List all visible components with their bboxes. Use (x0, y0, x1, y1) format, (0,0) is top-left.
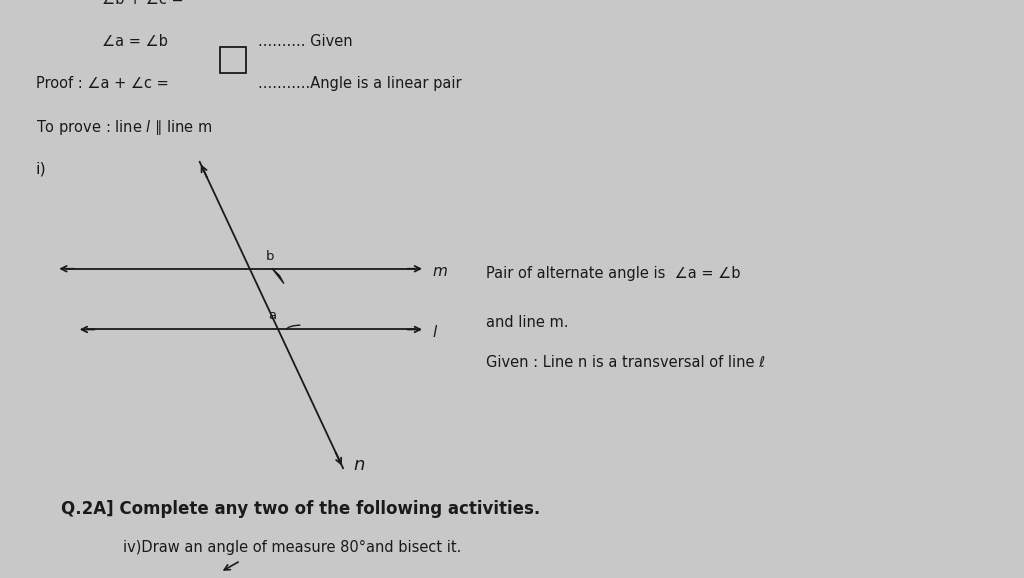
Text: To prove : line $\it{l}$ ∥ line m: To prove : line $\it{l}$ ∥ line m (36, 118, 212, 138)
Text: $\it{l}$: $\it{l}$ (432, 324, 438, 340)
Bar (220, 47, 246, 73)
Text: ∠b + ∠c =: ∠b + ∠c = (102, 0, 188, 7)
Text: Pair of alternate angle is  ∠a = ∠b: Pair of alternate angle is ∠a = ∠b (486, 266, 741, 281)
Text: i): i) (36, 162, 46, 177)
Text: Proof : ∠a + ∠c =: Proof : ∠a + ∠c = (36, 76, 173, 91)
Text: .......... Given: .......... Given (258, 34, 352, 49)
Text: Q.2A] Complete any two of the following activities.: Q.2A] Complete any two of the following … (61, 500, 541, 518)
Text: ∠a = ∠b: ∠a = ∠b (102, 34, 168, 49)
Text: and line m.: and line m. (486, 315, 569, 330)
Text: m: m (432, 264, 447, 279)
Text: iv)Draw an angle of measure 80°and bisect it.: iv)Draw an angle of measure 80°and bisec… (123, 540, 461, 555)
Text: Given : Line n is a transversal of line ℓ: Given : Line n is a transversal of line … (486, 355, 766, 370)
Text: ...........Angle is a linear pair: ...........Angle is a linear pair (258, 76, 462, 91)
Text: b: b (266, 250, 274, 262)
Text: a: a (268, 309, 276, 321)
Text: n: n (353, 456, 365, 474)
